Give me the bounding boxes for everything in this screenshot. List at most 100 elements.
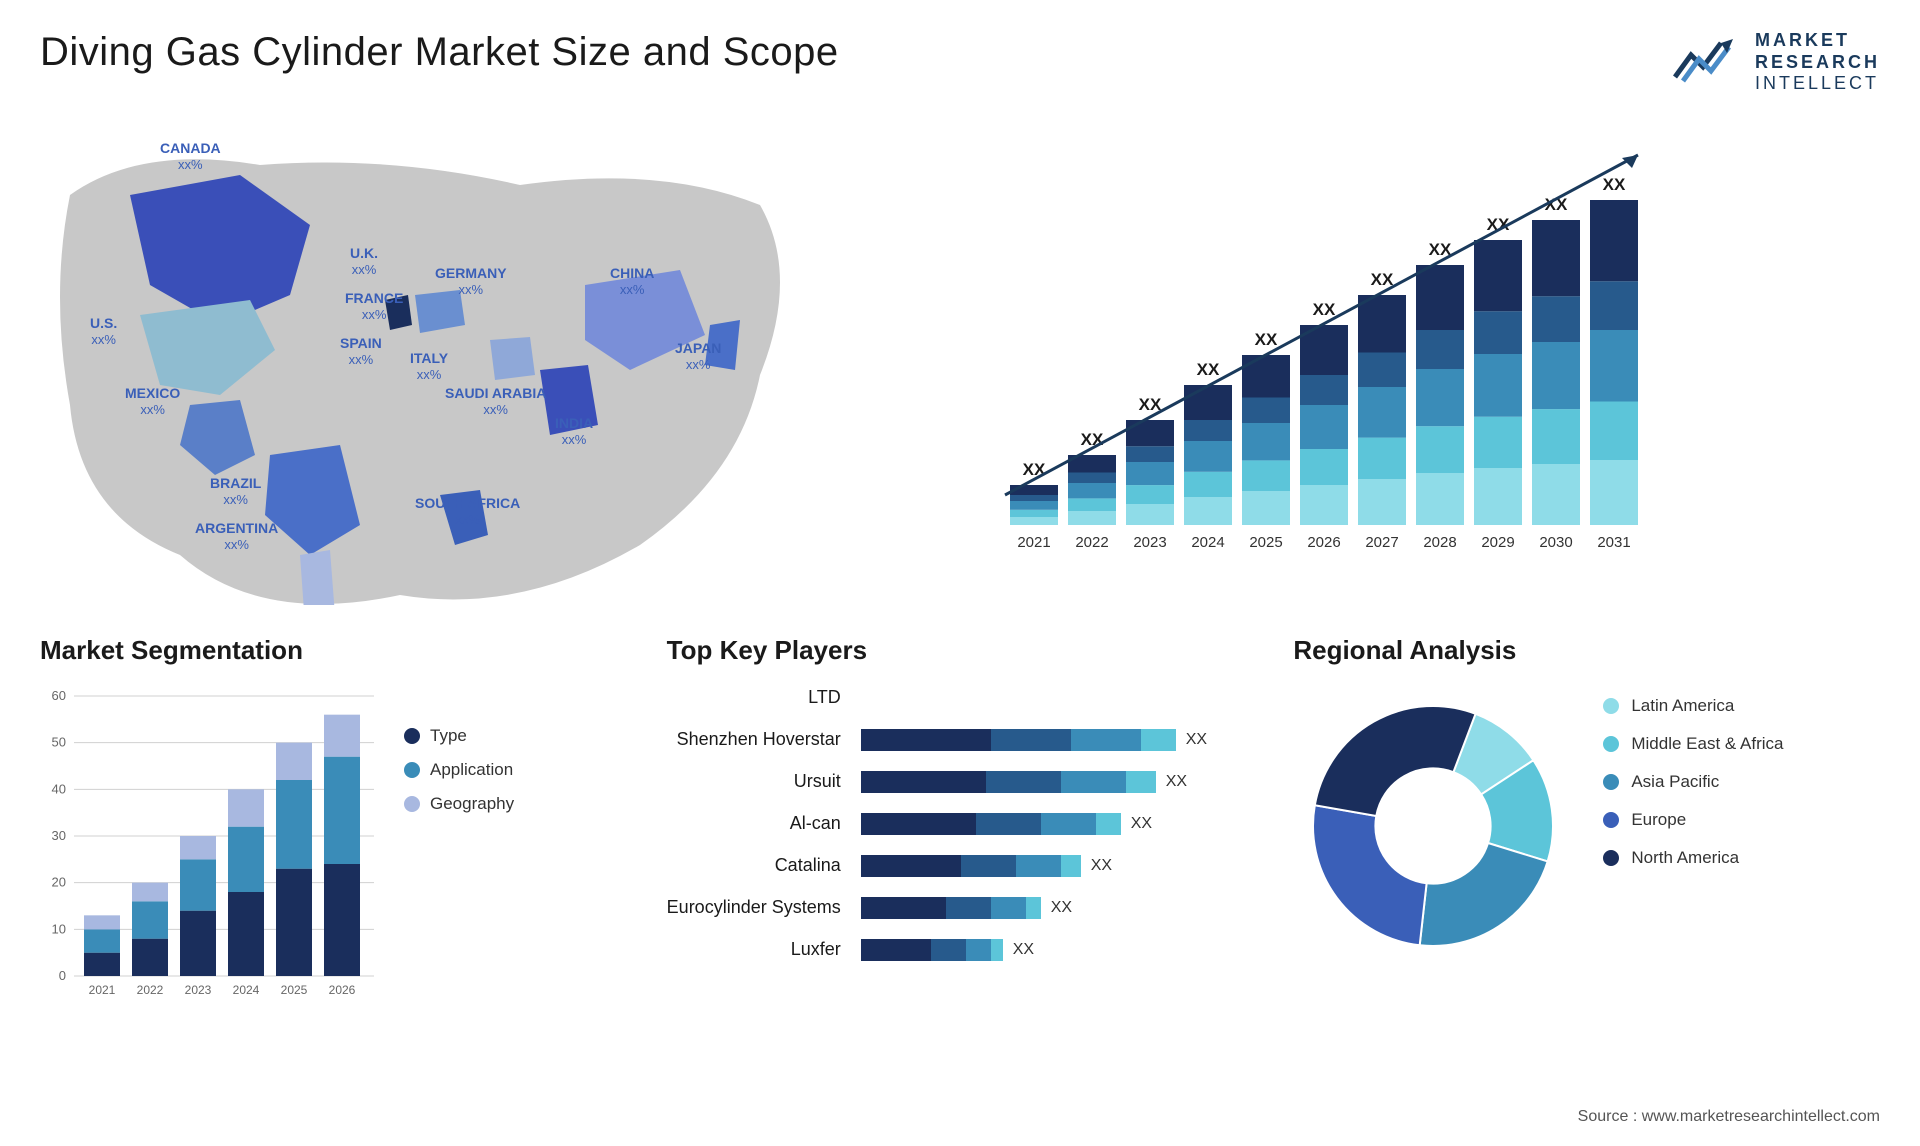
svg-text:2028: 2028 (1423, 534, 1456, 551)
player-bar-row: XX (861, 770, 1207, 794)
players-bar-column: XX XX XX XX XX XX (861, 686, 1207, 962)
regional-legend-item: Latin America (1603, 696, 1783, 716)
player-name: Eurocylinder Systems (667, 896, 841, 920)
player-bar-segment (991, 939, 1003, 961)
map-label: BRAZILxx% (210, 475, 261, 507)
player-bar-segment (961, 855, 1016, 877)
svg-text:2029: 2029 (1481, 534, 1514, 551)
segmentation-legend-item: Geography (404, 794, 514, 814)
segmentation-legend-item: Type (404, 726, 514, 746)
svg-text:2023: 2023 (1133, 534, 1166, 551)
players-panel: Top Key Players LTD Shenzhen Hoverstar Urs… (667, 635, 1254, 1055)
page-title: Diving Gas Cylinder Market Size and Scop… (40, 30, 839, 75)
map-label: U.K.xx% (350, 245, 378, 277)
legend-label: Europe (1631, 810, 1686, 830)
logo-line1: MARKET (1755, 30, 1880, 52)
player-bar-segment (946, 897, 991, 919)
svg-text:2025: 2025 (1249, 534, 1282, 551)
legend-label: Type (430, 726, 467, 746)
svg-text:2027: 2027 (1365, 534, 1398, 551)
source-attribution: Source : www.marketresearchintellect.com (1578, 1108, 1880, 1126)
brand-logo: MARKET RESEARCH INTELLECT (1673, 30, 1880, 95)
legend-label: Middle East & Africa (1631, 734, 1783, 754)
player-bar-segment (1071, 729, 1141, 751)
map-label: INDIAxx% (555, 415, 593, 447)
player-bar-segment (861, 813, 976, 835)
legend-label: Asia Pacific (1631, 772, 1719, 792)
world-map: CANADAxx%U.S.xx%MEXICOxx%BRAZILxx%ARGENT… (40, 125, 940, 605)
legend-swatch (1603, 850, 1619, 866)
map-label: ARGENTINAxx% (195, 520, 278, 552)
svg-text:10: 10 (52, 921, 66, 936)
map-label: FRANCExx% (345, 290, 403, 322)
map-label: CANADAxx% (160, 140, 221, 172)
player-bar (861, 729, 1176, 751)
svg-text:2022: 2022 (1075, 534, 1108, 551)
svg-text:XX: XX (1603, 175, 1626, 194)
player-bar-row: XX (861, 896, 1207, 920)
legend-swatch (404, 762, 420, 778)
player-bar-segment (1026, 897, 1041, 919)
legend-label: Application (430, 760, 513, 780)
regional-legend-item: North America (1603, 848, 1783, 868)
legend-swatch (1603, 812, 1619, 828)
player-bar-row: XX (861, 812, 1207, 836)
player-bar-segment (986, 771, 1061, 793)
player-bar-segment (991, 897, 1026, 919)
legend-swatch (404, 728, 420, 744)
player-bar-segment (861, 897, 946, 919)
legend-swatch (1603, 698, 1619, 714)
donut-svg (1293, 686, 1573, 966)
map-label: GERMANYxx% (435, 265, 507, 297)
player-bar-segment (1141, 729, 1176, 751)
player-bar-segment (1041, 813, 1096, 835)
player-bar-segment (1016, 855, 1061, 877)
svg-text:0: 0 (59, 968, 66, 983)
segmentation-title: Market Segmentation (40, 635, 627, 666)
player-bar-segment (1061, 771, 1126, 793)
svg-text:2024: 2024 (1191, 534, 1224, 551)
player-bar (861, 939, 1003, 961)
svg-text:2024: 2024 (233, 983, 260, 997)
player-name: LTD (667, 686, 841, 710)
player-value: XX (1131, 815, 1152, 833)
legend-swatch (1603, 774, 1619, 790)
segmentation-legend: Type Application Geography (404, 686, 514, 1006)
legend-swatch (1603, 736, 1619, 752)
player-value: XX (1013, 941, 1034, 959)
player-bar-segment (966, 939, 991, 961)
svg-text:60: 60 (52, 688, 66, 703)
player-bar (861, 813, 1121, 835)
logo-mark-icon (1673, 37, 1743, 87)
player-bar-segment (861, 771, 986, 793)
player-value: XX (1091, 857, 1112, 875)
map-label: MEXICOxx% (125, 385, 180, 417)
player-value: XX (1186, 731, 1207, 749)
segmentation-chart: 0102030405060202120222023202420252026 (40, 686, 380, 1006)
legend-label: Geography (430, 794, 514, 814)
svg-text:2031: 2031 (1597, 534, 1630, 551)
logo-line2: RESEARCH (1755, 52, 1880, 74)
regional-legend: Latin America Middle East & Africa Asia Pa… (1603, 686, 1783, 868)
svg-text:2021: 2021 (89, 983, 116, 997)
svg-text:20: 20 (52, 874, 66, 889)
player-bar-segment (861, 939, 931, 961)
regional-donut (1293, 686, 1573, 966)
map-label: JAPANxx% (675, 340, 721, 372)
map-label: SAUDI ARABIAxx% (445, 385, 546, 417)
svg-text:50: 50 (52, 734, 66, 749)
player-bar-segment (991, 729, 1071, 751)
player-bar-segment (1061, 855, 1081, 877)
regional-panel: Regional Analysis Latin AmericaMiddle Ea… (1293, 635, 1880, 1055)
player-name: Ursuit (667, 770, 841, 794)
growth-svg: XX2021XX2022XX2023XX2024XX2025XX2026XX20… (980, 125, 1700, 565)
player-bar (861, 855, 1081, 877)
map-label: ITALYxx% (410, 350, 448, 382)
players-title: Top Key Players (667, 635, 1254, 666)
player-bar (861, 771, 1156, 793)
svg-text:2021: 2021 (1017, 534, 1050, 551)
player-name: Shenzhen Hoverstar (667, 728, 841, 752)
logo-line3: INTELLECT (1755, 73, 1880, 95)
player-value: XX (1051, 899, 1072, 917)
legend-label: North America (1631, 848, 1739, 868)
